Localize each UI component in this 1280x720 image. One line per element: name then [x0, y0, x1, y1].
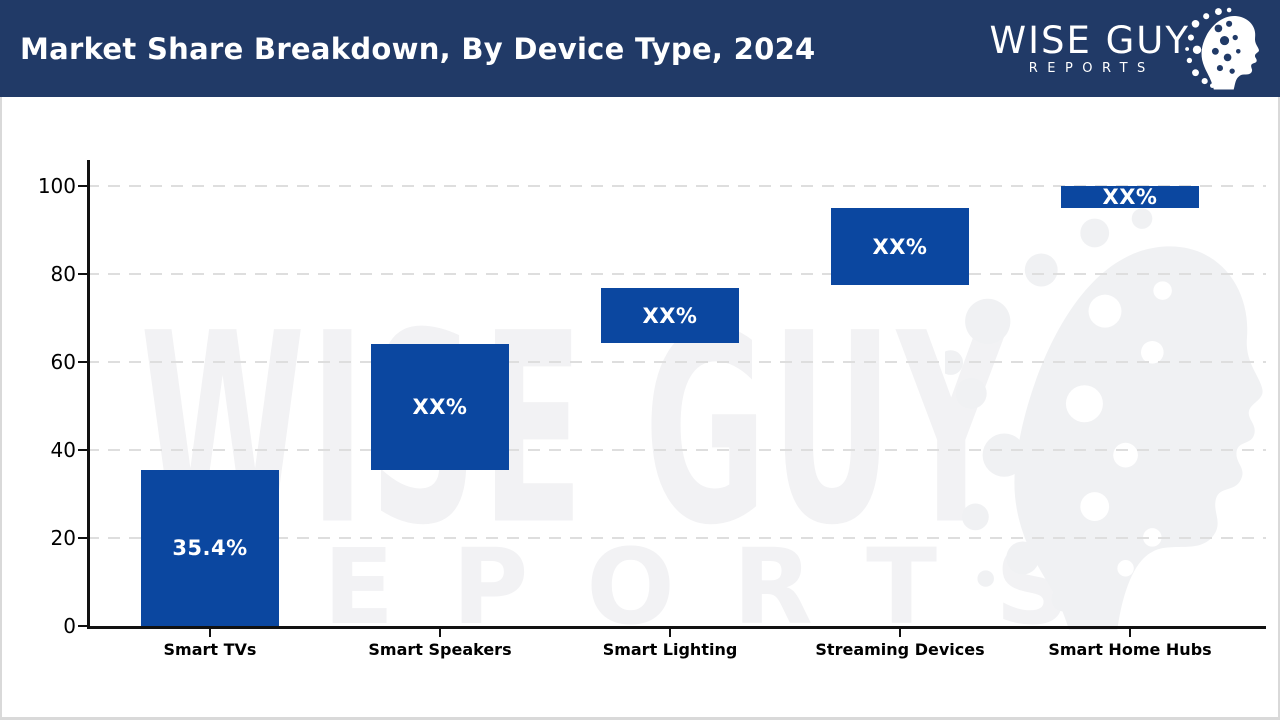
logo-text: WISE GUY REPORTS	[990, 22, 1190, 75]
y-tick-label: 60	[50, 350, 76, 374]
y-tick-mark	[78, 449, 87, 451]
watermark-face-icon	[945, 208, 1263, 630]
grid-line	[87, 537, 1266, 539]
x-tick-mark	[439, 629, 441, 637]
dotted-face-icon	[1185, 7, 1259, 89]
y-tick-mark	[78, 273, 87, 275]
grid-line	[87, 273, 1266, 275]
bar-streaming-devices: XX%	[831, 208, 969, 286]
bar-value-label: XX%	[412, 395, 468, 420]
grid-line	[87, 185, 1266, 187]
bar-value-label: XX%	[872, 234, 928, 259]
x-tick-mark	[669, 629, 671, 637]
y-tick-mark	[78, 625, 87, 627]
bar-smart-home-hubs: XX%	[1061, 185, 1199, 209]
x-axis-line	[87, 626, 1266, 629]
x-tick-label: Smart TVs	[163, 640, 257, 659]
grid-line	[87, 361, 1266, 363]
bar-value-label: XX%	[1102, 185, 1158, 209]
x-tick-label: Streaming Devices	[815, 640, 985, 659]
x-tick-label: Smart Home Hubs	[1048, 640, 1212, 659]
y-tick-mark	[78, 361, 87, 363]
y-tick-label: 0	[63, 614, 76, 638]
grid-line	[87, 449, 1266, 451]
y-tick-label: 100	[37, 174, 76, 198]
y-tick-mark	[78, 185, 87, 187]
bar-smart-lighting: XX%	[601, 288, 739, 344]
bar-value-label: 35.4%	[172, 536, 248, 561]
y-tick-label: 20	[50, 526, 76, 550]
y-tick-mark	[78, 537, 87, 539]
logo-subtitle: REPORTS	[1028, 61, 1155, 76]
logo-wordmark: WISE GUY	[989, 19, 1190, 62]
y-tick-label: 80	[50, 262, 76, 286]
y-tick-label: 40	[50, 438, 76, 462]
x-tick-mark	[209, 629, 211, 637]
bar-value-label: XX%	[642, 303, 698, 328]
page-title: Market Share Breakdown, By Device Type, …	[20, 31, 816, 66]
x-tick-mark	[899, 629, 901, 637]
header-bar: Market Share Breakdown, By Device Type, …	[0, 0, 1280, 97]
wise-guy-logo: WISE GUY REPORTS	[990, 7, 1262, 91]
bar-smart-tvs: 35.4%	[141, 470, 279, 626]
x-tick-mark	[1129, 629, 1131, 637]
x-tick-label: Smart Speakers	[368, 640, 512, 659]
x-tick-label: Smart Lighting	[602, 640, 738, 659]
y-axis-line	[87, 160, 90, 629]
bar-smart-speakers: XX%	[371, 343, 509, 471]
